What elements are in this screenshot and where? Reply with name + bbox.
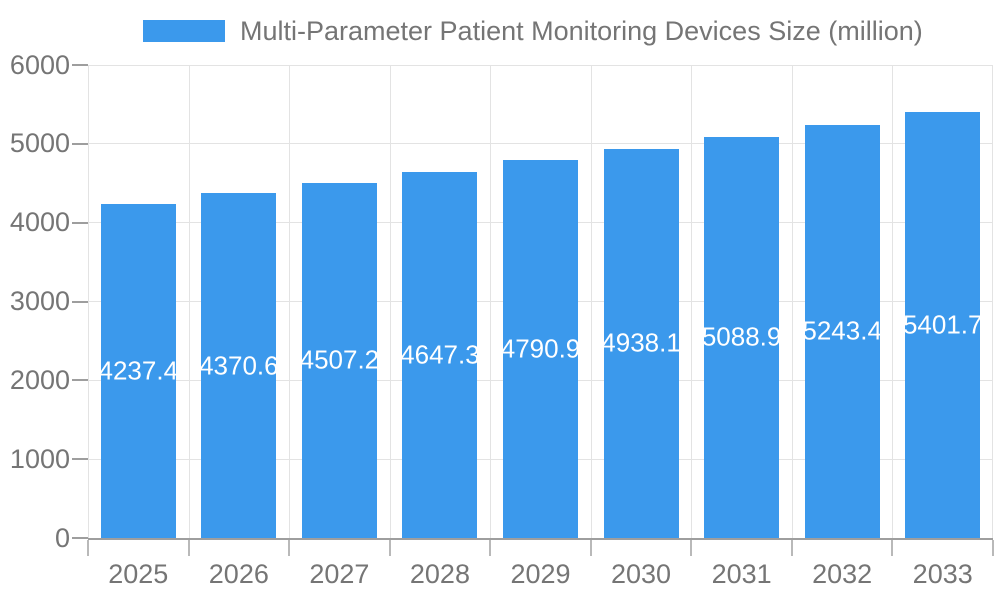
bar-value-label: 5088.9	[701, 321, 782, 352]
x-axis-label: 2033	[912, 559, 973, 589]
gridline-h	[88, 64, 993, 66]
x-axis-label: 2028	[409, 559, 470, 589]
y-axis-label: 0	[54, 522, 70, 553]
bar[interactable]: 4507.2	[299, 182, 380, 538]
x-axis-label: 2029	[510, 559, 571, 589]
y-axis-tick	[72, 64, 88, 66]
y-axis-label: 6000	[9, 49, 70, 80]
y-axis-tick	[72, 300, 88, 303]
gridline-v	[490, 65, 492, 538]
x-axis-tick	[489, 540, 492, 556]
y-axis-tick	[72, 142, 88, 145]
gridline-h	[88, 143, 993, 145]
bar-value-label: 4237.4	[98, 355, 179, 386]
x-axis-label: 2026	[208, 559, 269, 589]
legend-label: Multi-Parameter Patient Monitoring Devic…	[240, 16, 923, 46]
gridline-v	[188, 65, 190, 538]
bar-value-label: 4790.9	[500, 333, 581, 364]
y-axis-label: 4000	[9, 207, 70, 238]
x-axis-label: 2027	[309, 559, 370, 589]
bar-value-label: 4507.2	[299, 344, 380, 375]
x-axis-tick	[690, 540, 693, 556]
y-axis-tick	[72, 458, 88, 461]
y-axis-label: 3000	[9, 286, 70, 316]
legend[interactable]: Multi-Parameter Patient Monitoring Devic…	[143, 16, 923, 46]
gridline-v	[289, 65, 291, 538]
gridline-v	[791, 65, 793, 538]
bar-value-label: 5243.4	[802, 315, 882, 346]
legend-swatch	[143, 20, 225, 42]
y-axis-tick	[72, 221, 88, 224]
y-axis-label: 1000	[9, 443, 70, 474]
x-axis-tick	[388, 540, 391, 556]
x-axis-tick	[589, 540, 592, 556]
bar[interactable]: 4790.9	[500, 160, 581, 538]
x-axis-label: 2030	[611, 559, 672, 589]
bar-value-label: 4370.6	[199, 350, 279, 381]
bar[interactable]: 5088.9	[701, 136, 782, 538]
gridline-v	[992, 65, 993, 538]
bar[interactable]: 5401.7	[902, 112, 983, 538]
plot-area: 4237.4 4370.6 4507.2 4647.3 4790.9 4938.1 5088…	[88, 64, 993, 540]
x-axis-tick	[87, 540, 89, 556]
bar[interactable]: 4647.3	[400, 171, 480, 538]
x-axis-tick	[790, 540, 793, 556]
x-axis-tick	[891, 540, 894, 556]
x-axis-label: 2031	[711, 559, 772, 589]
y-axis-label: 2000	[9, 364, 70, 395]
x-axis-tick	[288, 540, 291, 556]
bar[interactable]: 4938.1	[601, 148, 681, 538]
bar[interactable]: 4370.6	[199, 193, 279, 538]
bar[interactable]: 4237.4	[98, 203, 179, 538]
bar[interactable]: 5243.4	[802, 124, 882, 538]
x-axis-tick	[992, 540, 994, 556]
x-axis-tick	[187, 540, 190, 556]
gridline-v	[88, 65, 89, 538]
bar-value-label: 5401.7	[902, 309, 983, 340]
x-axis-label: 2025	[108, 559, 169, 589]
y-axis-tick	[72, 537, 88, 539]
gridline-v	[590, 65, 592, 538]
y-axis-tick	[72, 379, 88, 382]
x-axis-label: 2032	[812, 559, 873, 589]
bar-value-label: 4938.1	[601, 327, 681, 358]
gridline-v	[389, 65, 391, 538]
y-axis-label: 5000	[9, 128, 70, 159]
bar-value-label: 4647.3	[400, 339, 480, 370]
gridline-v	[691, 65, 693, 538]
gridline-v	[892, 65, 894, 538]
